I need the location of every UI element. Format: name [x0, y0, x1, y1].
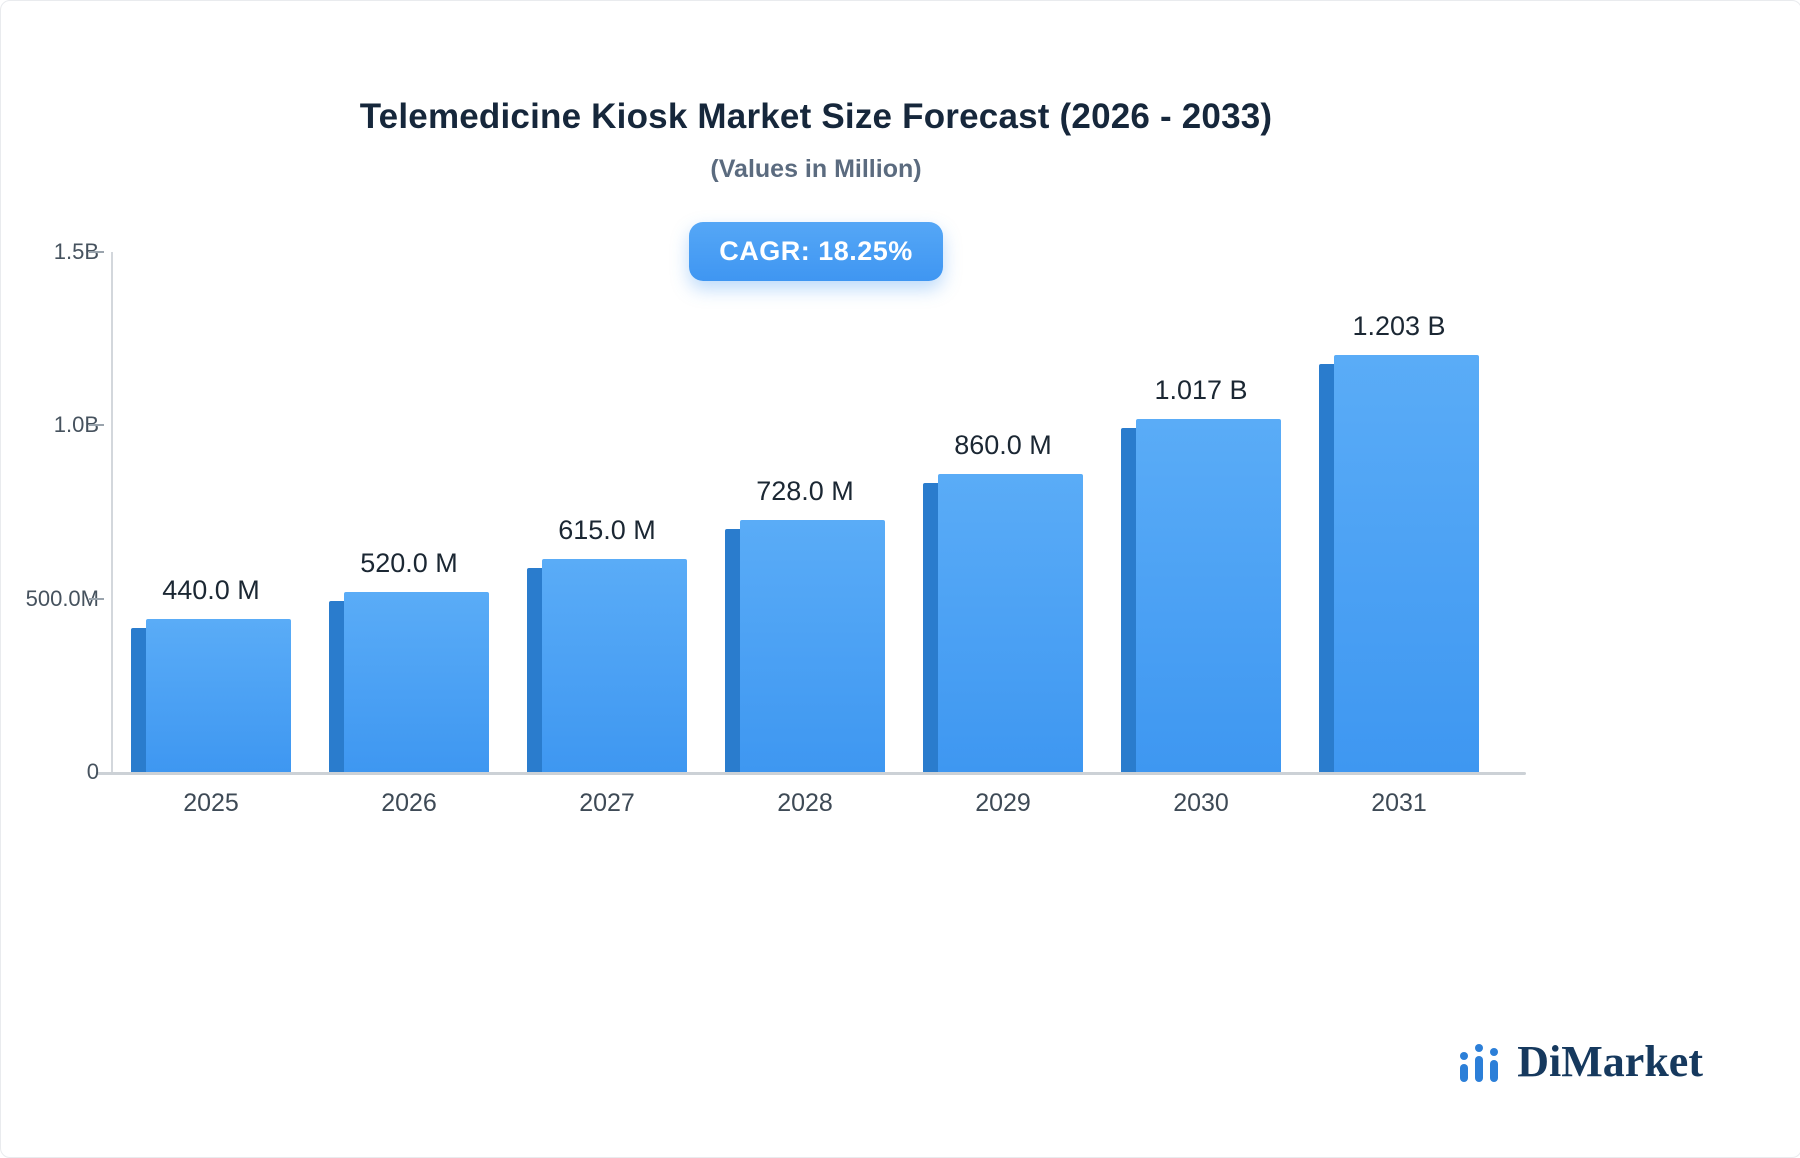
- bar-value-label: 440.0 M: [162, 575, 260, 605]
- chart-header: Telemedicine Kiosk Market Size Forecast …: [111, 1, 1521, 281]
- bar-side-shade: [527, 568, 542, 772]
- chart-subtitle: (Values in Million): [710, 155, 922, 183]
- chart-title: Telemedicine Kiosk Market Size Forecast …: [359, 97, 1273, 136]
- x-tick-label: 2029: [975, 789, 1031, 817]
- y-tick-mark: [89, 597, 104, 600]
- bar: [1319, 355, 1479, 772]
- bar-face: [344, 592, 489, 772]
- logo-chart-icon: [1455, 1039, 1505, 1085]
- bar-side-shade: [725, 529, 740, 772]
- y-axis-line: [111, 252, 113, 772]
- y-tick-mark: [89, 251, 104, 253]
- x-tick-label: 2026: [381, 789, 437, 817]
- x-tick-label: 2027: [579, 789, 635, 817]
- bar: [131, 619, 291, 772]
- bar-side-shade: [329, 601, 344, 772]
- bar-face: [146, 619, 291, 772]
- bar-value-label: 1.017 B: [1154, 375, 1248, 405]
- x-tick-label: 2030: [1173, 789, 1229, 817]
- x-tick-label: 2031: [1371, 789, 1427, 817]
- bar: [725, 520, 885, 772]
- cagr-badge: CAGR: 18.25%: [689, 222, 943, 281]
- logo-text: DiMarket: [1517, 1037, 1703, 1086]
- x-axis-line: [96, 772, 1526, 775]
- bar-face: [542, 559, 687, 772]
- bar-side-shade: [131, 628, 146, 772]
- bar-value-label: 1.203 B: [1352, 311, 1446, 341]
- bar-face: [938, 474, 1083, 772]
- y-tick-label: 500.0M: [25, 585, 99, 611]
- bar: [329, 592, 489, 772]
- dimarket-logo: DiMarket: [1455, 1036, 1703, 1087]
- bar-side-shade: [1121, 428, 1136, 772]
- bar-value-label: 860.0 M: [954, 430, 1052, 460]
- bar-value-label: 520.0 M: [360, 548, 458, 578]
- bar-value-label: 615.0 M: [558, 515, 656, 545]
- y-tick-label: 0: [86, 759, 99, 784]
- bar-side-shade: [1319, 364, 1334, 772]
- bar-side-shade: [923, 483, 938, 772]
- bar: [1121, 419, 1281, 772]
- y-tick-label: 1.0B: [53, 412, 99, 438]
- y-tick-mark: [89, 424, 104, 427]
- x-tick-label: 2028: [777, 789, 833, 817]
- bar-face: [740, 520, 885, 772]
- bar-face: [1334, 355, 1479, 772]
- bar-value-label: 728.0 M: [756, 476, 854, 506]
- bar-face: [1136, 419, 1281, 772]
- bar: [527, 559, 687, 772]
- x-tick-label: 2025: [183, 789, 239, 817]
- bar: [923, 474, 1083, 772]
- y-tick-label: 1.5B: [53, 239, 99, 264]
